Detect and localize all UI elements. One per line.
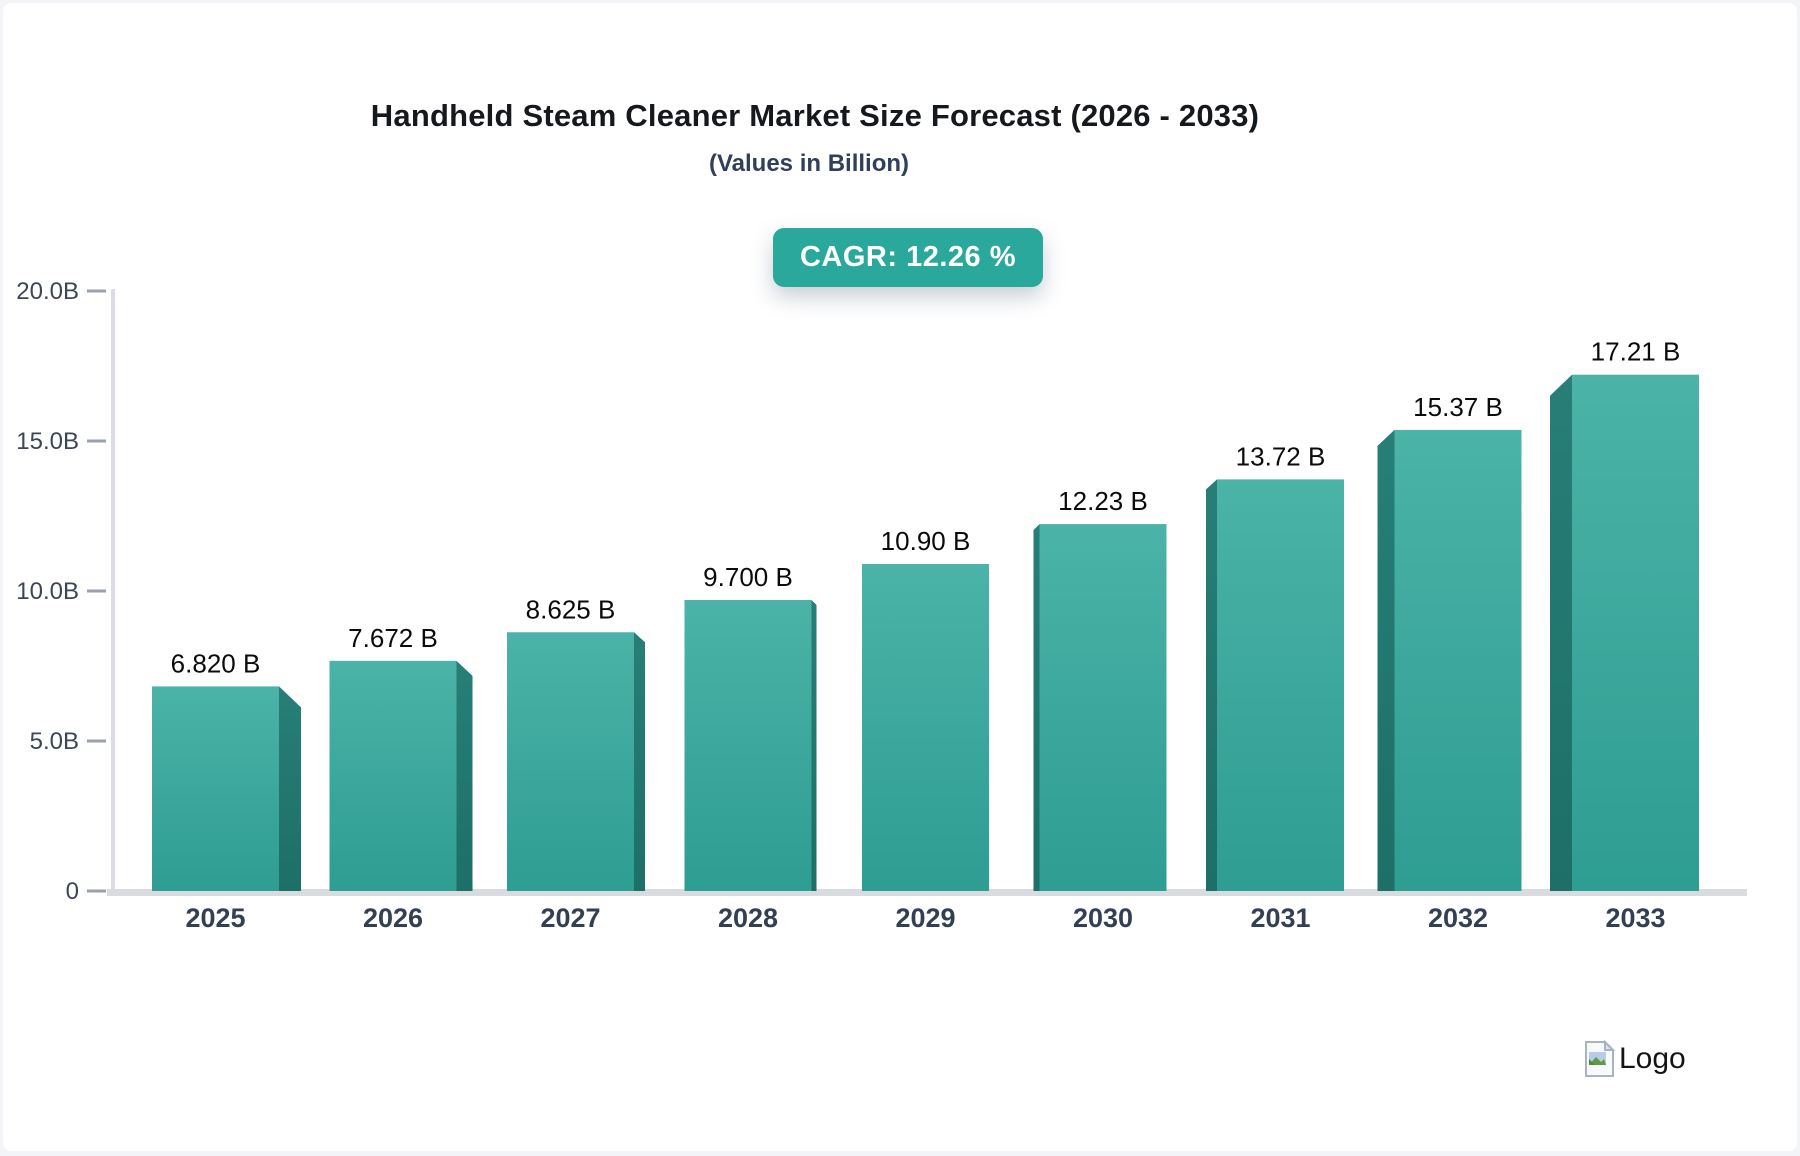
bar-face: [152, 686, 279, 891]
bar-face: [507, 632, 634, 891]
bar-face: [1572, 374, 1699, 891]
bar-chart: 0 5.0B 10.0B 15.0B 20.0B 6.820 B 2025 7.672 B 2…: [16, 278, 1747, 933]
bar-face: [862, 564, 989, 891]
bar-face: [1217, 479, 1344, 891]
bar-2025: 6.820 B 2025: [152, 648, 301, 933]
bar-side-face: [1550, 374, 1572, 891]
x-category-label: 2032: [1428, 903, 1488, 933]
bar-value-label: 6.820 B: [171, 648, 261, 678]
x-category-label: 2031: [1250, 903, 1310, 933]
bar-value-label: 9.700 B: [703, 562, 793, 592]
y-tick-label: 15.0B: [16, 428, 79, 455]
bar-value-label: 13.72 B: [1236, 441, 1326, 471]
x-category-label: 2027: [540, 903, 600, 933]
x-category-label: 2029: [895, 903, 955, 933]
bar-side-face: [811, 600, 817, 891]
bar-side-face: [1033, 524, 1040, 891]
bar-face: [684, 600, 812, 891]
bar-side-face: [456, 660, 473, 891]
cagr-badge: CAGR: 12.26 %: [772, 228, 1044, 287]
x-category-label: 2025: [185, 903, 245, 933]
logo: Logo: [1581, 1039, 1686, 1079]
y-tick-label: 10.0B: [16, 578, 79, 605]
y-axis: 0 5.0B 10.0B 15.0B 20.0B: [16, 278, 1747, 905]
bar-2032: 15.37 B 2032: [1377, 392, 1522, 933]
x-category-label: 2028: [718, 903, 778, 933]
bar-value-label: 15.37 B: [1413, 392, 1503, 422]
x-category-label: 2026: [363, 903, 423, 933]
bar-face: [1039, 524, 1167, 891]
broken-image-icon: [1585, 1039, 1616, 1077]
bar-2026: 7.672 B 2026: [329, 623, 473, 933]
bar-side-face: [634, 632, 645, 891]
bar-face: [329, 660, 457, 891]
bar-value-label: 12.23 B: [1058, 486, 1148, 516]
logo-label: Logo: [1619, 1042, 1686, 1075]
bar-value-label: 10.90 B: [881, 526, 971, 556]
bar-value-label: 8.625 B: [526, 594, 616, 624]
y-tick-label: 0: [66, 878, 79, 905]
bar-value-label: 17.21 B: [1591, 337, 1681, 367]
bar-value-label: 7.672 B: [348, 623, 438, 653]
bar-2029: 10.90 B 2029: [862, 526, 989, 933]
x-category-label: 2033: [1605, 903, 1665, 933]
y-tick-label: 5.0B: [30, 728, 79, 755]
bar-side-face: [1206, 479, 1217, 891]
bar-side-face: [1377, 429, 1395, 891]
bar-2033: 17.21 B 2033: [1550, 337, 1699, 933]
chart-title: Handheld Steam Cleaner Market Size Forec…: [370, 98, 1260, 133]
bars-group: 6.820 B 2025 7.672 B 2026 8.625 B 2027 9.700 B…: [152, 337, 1699, 933]
chart-subtitle: (Values in Billion): [708, 150, 910, 177]
x-axis-baseline: [107, 889, 1747, 896]
bar-2031: 13.72 B 2031: [1206, 441, 1344, 933]
x-category-label: 2030: [1073, 903, 1133, 933]
chart-card: Handheld Steam Cleaner Market Size Forec…: [3, 3, 1797, 1151]
y-tick-label: 20.0B: [16, 278, 79, 305]
bar-2028: 9.700 B 2028: [684, 562, 817, 933]
bar-2030: 12.23 B 2030: [1033, 486, 1167, 933]
bar-side-face: [279, 686, 301, 891]
bar-2027: 8.625 B 2027: [507, 594, 645, 933]
bar-face: [1394, 429, 1522, 891]
